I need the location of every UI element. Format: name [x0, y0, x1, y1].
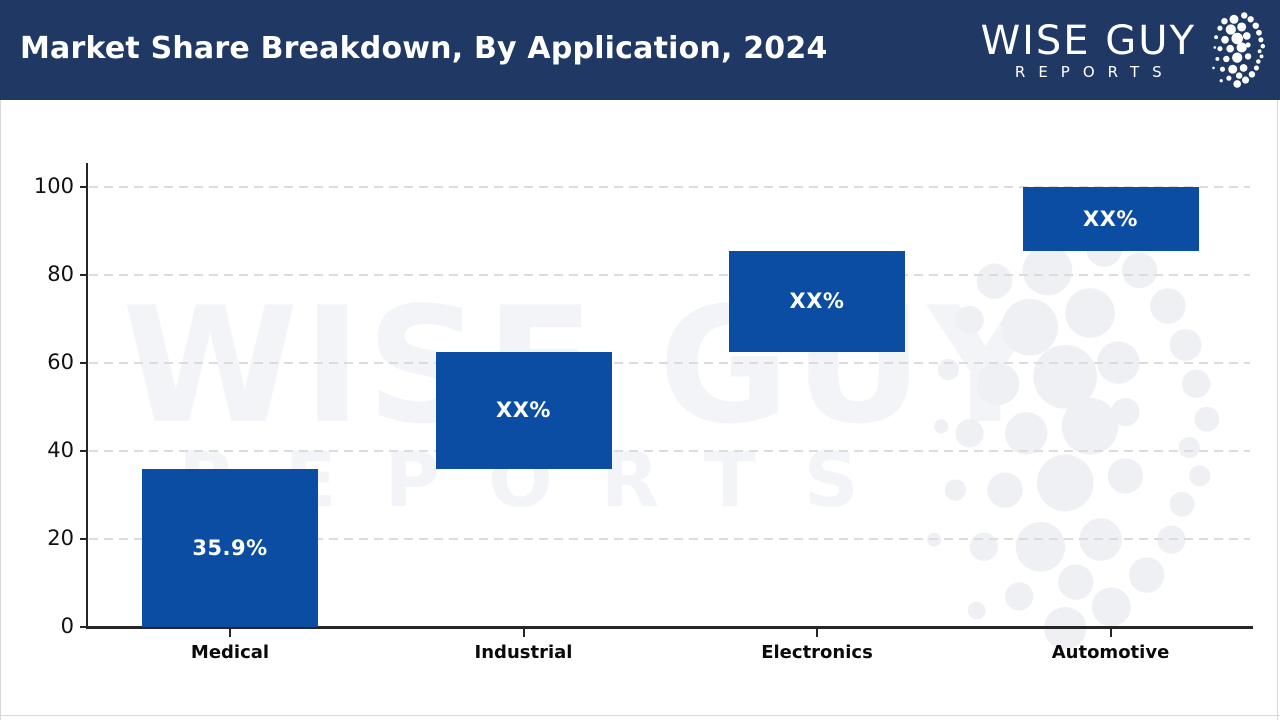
bar-value-label-automotive: XX% [1083, 207, 1138, 232]
x-tick-industrial [522, 629, 525, 637]
y-tick-label-0: 0 [60, 614, 74, 638]
x-tick-medical [229, 629, 231, 637]
gridline-100 [89, 186, 1250, 188]
x-axis-line [86, 626, 1253, 629]
chart: WISE GUY REPORTS 0 20 40 60 80 100 35.9% XX% XX%… [0, 100, 1280, 720]
logo-head-icon [1212, 12, 1266, 88]
frame-bottom [0, 715, 1280, 716]
bar-automotive: XX% [1022, 187, 1199, 252]
y-tick-label-60: 60 [47, 350, 74, 374]
y-tick-80 [80, 274, 88, 276]
y-tick-label-20: 20 [47, 526, 74, 550]
x-tick-electronics [816, 629, 818, 637]
y-tick-40 [80, 450, 88, 452]
y-tick-label-80: 80 [47, 262, 74, 286]
bar-electronics: XX% [729, 251, 905, 352]
gridline-20 [89, 538, 1250, 540]
y-tick-60 [80, 362, 88, 364]
wiseguy-logo: WISE GUY REPORTS [981, 8, 1266, 92]
gridline-80 [89, 274, 1250, 276]
bar-value-label-medical: 35.9% [192, 536, 268, 560]
logo-wordmark: WISE GUY REPORTS [981, 20, 1196, 81]
y-axis-line [86, 163, 88, 629]
frame-left [0, 100, 1, 720]
y-tick-100 [80, 186, 88, 188]
bar-value-label-electronics: XX% [789, 289, 845, 314]
y-tick-label-100: 100 [33, 174, 74, 198]
category-label-industrial: Industrial [474, 642, 573, 663]
y-tick-20 [80, 538, 88, 540]
category-label-electronics: Electronics [761, 642, 873, 663]
bar-medical: 35.9% [142, 469, 318, 627]
logo-wordmark-line2: REPORTS [1014, 62, 1175, 81]
header-bar: Market Share Breakdown, By Application, … [0, 0, 1280, 100]
category-label-medical: Medical [190, 642, 270, 663]
bar-value-label-industrial: XX% [496, 398, 551, 423]
logo-wordmark-line1: WISE GUY [980, 17, 1196, 64]
gridline-60 [89, 362, 1250, 364]
frame-right [1277, 100, 1278, 720]
page-title: Market Share Breakdown, By Application, … [20, 30, 828, 66]
plot-area: 0 20 40 60 80 100 35.9% XX% XX% XX% Medical Industr… [0, 100, 1280, 720]
gridline-40 [89, 450, 1250, 452]
category-label-automotive: Automotive [1051, 642, 1170, 663]
y-tick-0 [80, 626, 88, 628]
x-tick-automotive [1109, 629, 1112, 637]
bar-industrial: XX% [435, 351, 612, 470]
y-tick-label-40: 40 [47, 438, 74, 462]
